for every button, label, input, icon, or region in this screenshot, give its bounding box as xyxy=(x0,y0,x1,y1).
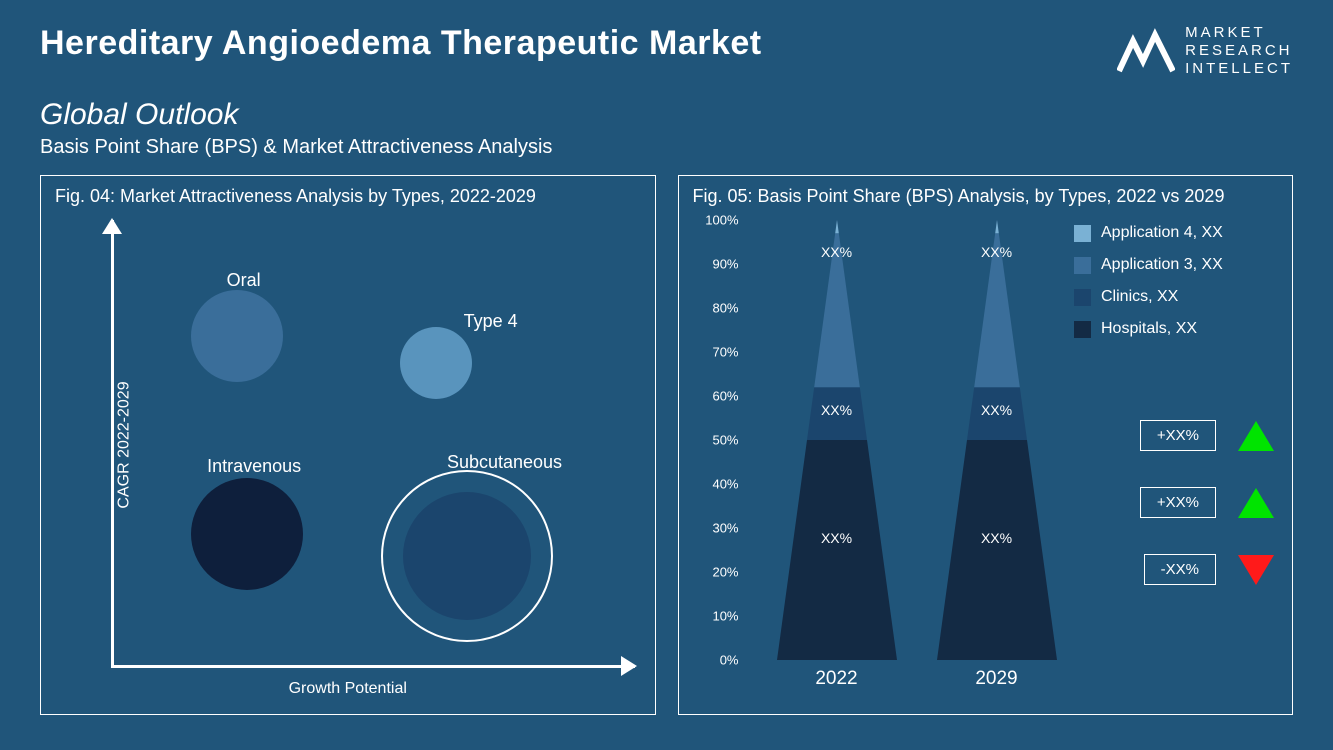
bubble xyxy=(400,327,472,399)
bubble-label: Type 4 xyxy=(464,311,518,332)
legend-item: Application 3, XX xyxy=(1074,256,1274,274)
segment-label: XX% xyxy=(821,402,852,418)
global-outlook: Global Outlook xyxy=(40,98,1293,132)
legend-swatch xyxy=(1074,289,1091,306)
logo-text: MARKET RESEARCH INTELLECT xyxy=(1185,24,1293,78)
bubble xyxy=(403,492,531,620)
segment-label: XX% xyxy=(981,530,1012,546)
delta-row: +XX% xyxy=(1064,420,1274,451)
brand-logo: MARKET RESEARCH INTELLECT xyxy=(1117,24,1293,78)
triangle-up-icon xyxy=(1238,421,1274,451)
delta-indicators: +XX% +XX% -XX% xyxy=(1064,420,1274,621)
triangle-down-icon xyxy=(1238,555,1274,585)
logo-line3: INTELLECT xyxy=(1185,60,1293,78)
cone-x-label: 2022 xyxy=(777,668,897,690)
bubble xyxy=(191,290,283,382)
triangle-up-icon xyxy=(1238,488,1274,518)
segment-label: XX% xyxy=(981,244,1012,260)
y-tick-label: 0% xyxy=(720,653,739,668)
subheader: Global Outlook Basis Point Share (BPS) &… xyxy=(0,90,1333,161)
cone-x-label: 2029 xyxy=(937,668,1057,690)
segment-label: XX% xyxy=(821,530,852,546)
y-tick-label: 90% xyxy=(712,257,738,272)
legend-swatch xyxy=(1074,257,1091,274)
delta-value: -XX% xyxy=(1144,554,1216,585)
legend-text: Hospitals, XX xyxy=(1101,320,1197,338)
y-tick-label: 30% xyxy=(712,521,738,536)
panel-right-title: Fig. 05: Basis Point Share (BPS) Analysi… xyxy=(679,176,1293,213)
cone: XX%XX%XX%2022 xyxy=(777,220,897,660)
y-tick-label: 70% xyxy=(712,345,738,360)
y-tick-label: 20% xyxy=(712,565,738,580)
y-tick-label: 10% xyxy=(712,609,738,624)
legend: Application 4, XX Application 3, XX Clinic… xyxy=(1074,224,1274,352)
legend-text: Clinics, XX xyxy=(1101,288,1178,306)
delta-value: +XX% xyxy=(1140,420,1216,451)
delta-row: +XX% xyxy=(1064,487,1274,518)
panel-bps: Fig. 05: Basis Point Share (BPS) Analysi… xyxy=(678,175,1294,715)
legend-text: Application 3, XX xyxy=(1101,256,1223,274)
legend-text: Application 4, XX xyxy=(1101,224,1223,242)
y-tick-label: 100% xyxy=(705,213,738,228)
bubble-label: Subcutaneous xyxy=(447,452,562,473)
panels-row: Fig. 04: Market Attractiveness Analysis … xyxy=(0,161,1333,715)
chart-zone: 0%10%20%30%40%50%60%70%80%90%100%XX%XX%X… xyxy=(747,220,1077,660)
delta-row: -XX% xyxy=(1064,554,1274,585)
bubble xyxy=(191,478,303,590)
y-tick-label: 60% xyxy=(712,389,738,404)
legend-item: Application 4, XX xyxy=(1074,224,1274,242)
legend-item: Hospitals, XX xyxy=(1074,320,1274,338)
delta-value: +XX% xyxy=(1140,487,1216,518)
logo-line1: MARKET xyxy=(1185,24,1293,42)
segment-label: XX% xyxy=(981,402,1012,418)
cone: XX%XX%XX%2029 xyxy=(937,220,1057,660)
y-tick-label: 50% xyxy=(712,433,738,448)
legend-swatch xyxy=(1074,321,1091,338)
legend-item: Clinics, XX xyxy=(1074,288,1274,306)
bubble-label: Oral xyxy=(227,270,261,291)
bps-subtitle: Basis Point Share (BPS) & Market Attract… xyxy=(40,136,1293,159)
x-axis-label: Growth Potential xyxy=(289,680,407,698)
logo-icon xyxy=(1117,27,1175,75)
logo-line2: RESEARCH xyxy=(1185,42,1293,60)
segment-label: XX% xyxy=(821,244,852,260)
right-inner: 0%10%20%30%40%50%60%70%80%90%100%XX%XX%X… xyxy=(697,220,1275,696)
page-title: Hereditary Angioedema Therapeutic Market xyxy=(40,24,762,63)
bubble-label: Intravenous xyxy=(207,456,301,477)
scatter-area: Oral Type 4 Intravenous Subcutaneous xyxy=(111,220,635,668)
panel-attractiveness: Fig. 04: Market Attractiveness Analysis … xyxy=(40,175,656,715)
header: Hereditary Angioedema Therapeutic Market… xyxy=(0,0,1333,90)
y-tick-label: 40% xyxy=(712,477,738,492)
panel-left-title: Fig. 04: Market Attractiveness Analysis … xyxy=(41,176,655,213)
legend-swatch xyxy=(1074,225,1091,242)
y-tick-label: 80% xyxy=(712,301,738,316)
